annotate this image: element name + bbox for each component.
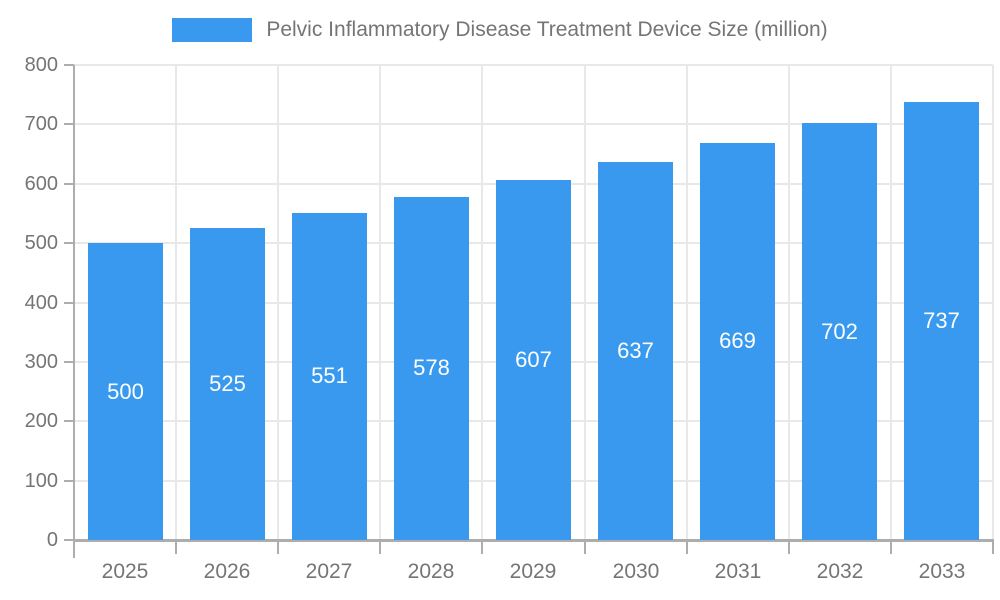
x-axis-tick bbox=[379, 540, 381, 554]
x-axis-tick-label: 2027 bbox=[305, 560, 353, 583]
y-axis-tick bbox=[64, 242, 74, 244]
bar[interactable] bbox=[496, 180, 571, 540]
x-axis-tick bbox=[788, 540, 790, 554]
legend-series-label[interactable]: Pelvic Inflammatory Disease Treatment De… bbox=[266, 18, 828, 41]
x-axis-tick-label: 2033 bbox=[918, 560, 966, 583]
x-axis-tick-label: 2029 bbox=[509, 560, 557, 583]
bar-value-label: 525 bbox=[209, 371, 246, 396]
y-axis-tick-label: 300 bbox=[24, 351, 58, 373]
x-axis-tick-label: 2025 bbox=[101, 560, 149, 583]
y-axis-tick bbox=[64, 420, 74, 422]
x-axis-tick-label: 2031 bbox=[714, 560, 762, 583]
bar[interactable] bbox=[394, 197, 469, 540]
gridline-vertical bbox=[379, 65, 381, 540]
gridline-vertical bbox=[481, 65, 483, 540]
x-axis-tick-label: 2026 bbox=[203, 560, 251, 583]
x-axis-tick bbox=[277, 540, 279, 554]
bar-value-label: 637 bbox=[617, 338, 654, 363]
bar[interactable] bbox=[700, 143, 775, 540]
y-axis-tick-label: 0 bbox=[46, 529, 58, 551]
x-axis-line bbox=[73, 539, 994, 542]
x-axis-tick bbox=[584, 540, 586, 554]
y-axis-tick-label: 400 bbox=[24, 292, 58, 314]
bar-value-label: 702 bbox=[821, 319, 858, 344]
gridline-vertical bbox=[175, 65, 177, 540]
bar-value-label: 607 bbox=[515, 347, 552, 372]
gridline-vertical bbox=[788, 65, 790, 540]
x-axis-tick bbox=[686, 540, 688, 554]
y-axis-tick bbox=[64, 183, 74, 185]
x-axis-tick bbox=[890, 540, 892, 554]
bar[interactable] bbox=[904, 102, 979, 540]
x-axis-tick-label: 2032 bbox=[816, 560, 864, 583]
x-axis-tick bbox=[992, 540, 994, 554]
gridline-vertical bbox=[277, 65, 279, 540]
x-axis-tick-label: 2028 bbox=[407, 560, 455, 583]
bar[interactable] bbox=[292, 213, 367, 540]
y-axis-tick-label: 700 bbox=[24, 113, 58, 135]
bar[interactable] bbox=[802, 123, 877, 540]
y-axis-tick bbox=[64, 123, 74, 125]
bar-value-label: 551 bbox=[311, 363, 348, 388]
y-axis-line bbox=[73, 65, 75, 558]
bar-value-label: 669 bbox=[719, 328, 756, 353]
bar-value-label: 500 bbox=[107, 379, 144, 404]
bar[interactable] bbox=[190, 228, 265, 540]
bar-value-label: 737 bbox=[923, 308, 960, 333]
gridline-vertical bbox=[584, 65, 586, 540]
chart-legend[interactable]: Pelvic Inflammatory Disease Treatment De… bbox=[0, 18, 1000, 42]
y-axis-tick-label: 600 bbox=[24, 173, 58, 195]
y-axis-tick bbox=[64, 480, 74, 482]
legend-swatch-icon[interactable] bbox=[172, 18, 253, 42]
y-axis-tick-label: 200 bbox=[24, 410, 58, 432]
x-axis-tick bbox=[481, 540, 483, 554]
gridline-horizontal bbox=[74, 64, 993, 66]
y-axis-tick bbox=[64, 361, 74, 363]
y-axis-tick bbox=[64, 539, 74, 541]
bar[interactable] bbox=[88, 243, 163, 540]
gridline-vertical bbox=[890, 65, 892, 540]
y-axis-tick bbox=[64, 64, 74, 66]
gridline-vertical bbox=[686, 65, 688, 540]
y-axis-tick bbox=[64, 302, 74, 304]
gridline-horizontal bbox=[74, 123, 993, 125]
gridline-vertical bbox=[992, 65, 994, 540]
x-axis-tick-label: 2030 bbox=[612, 560, 660, 583]
y-axis-tick-label: 500 bbox=[24, 232, 58, 254]
x-axis-tick bbox=[175, 540, 177, 554]
bar-value-label: 578 bbox=[413, 355, 450, 380]
y-axis-tick-label: 100 bbox=[24, 470, 58, 492]
y-axis-tick-label: 800 bbox=[24, 54, 58, 76]
bar[interactable] bbox=[598, 162, 673, 540]
